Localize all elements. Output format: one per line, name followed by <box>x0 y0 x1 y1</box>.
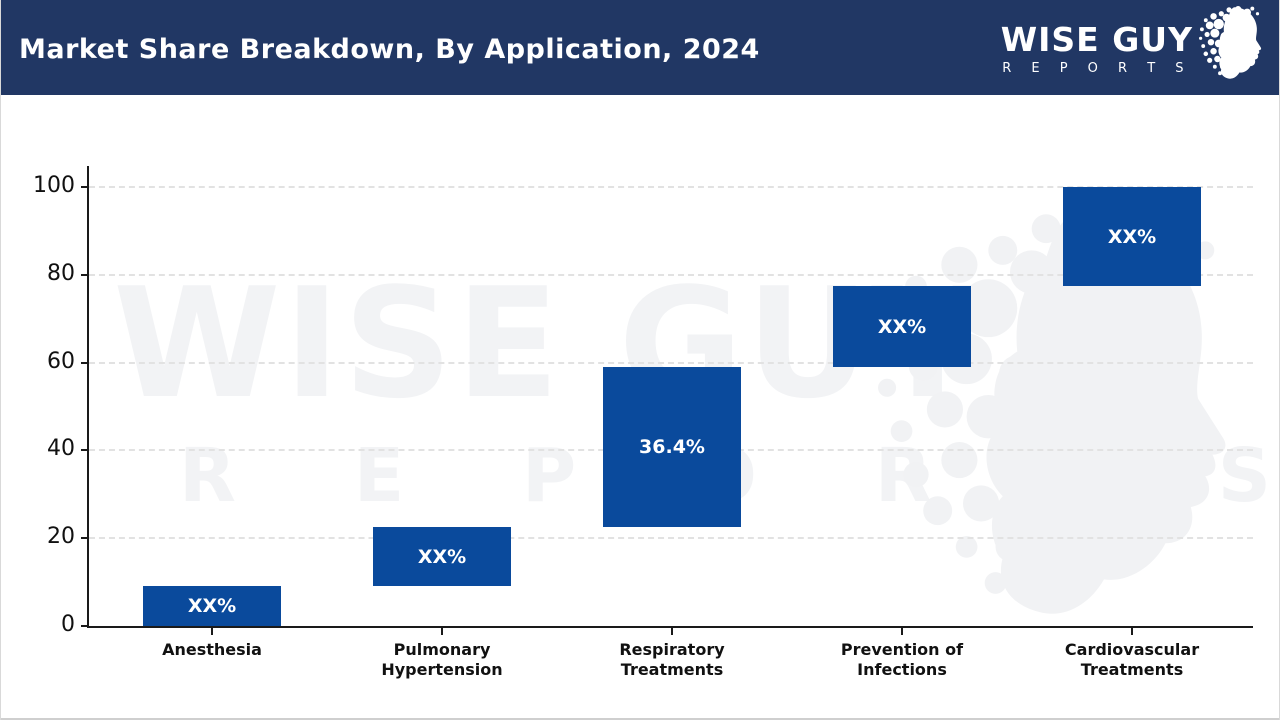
x-tick-label: Cardiovascular Treatments <box>1064 640 1200 679</box>
x-tick-mark <box>211 628 213 635</box>
bar-segment: 36.4% <box>603 366 741 527</box>
bar-value-label: XX% <box>877 315 927 338</box>
y-tick-label: 60 <box>47 348 75 374</box>
bar-value-label: XX% <box>187 595 237 618</box>
y-tick-mark <box>81 273 89 276</box>
x-tick-label: Prevention of Infections <box>840 640 964 679</box>
y-tick-label: 100 <box>33 173 75 198</box>
y-tick-label: 0 <box>61 612 75 637</box>
bar-segment: XX% <box>373 526 511 587</box>
y-axis-line <box>87 166 89 628</box>
wiseguy-head-icon <box>1199 6 1262 79</box>
bar-segment: XX% <box>1063 187 1201 287</box>
bar-value-label: XX% <box>1107 225 1157 248</box>
bottom-border <box>1 718 1279 720</box>
bar-segment: XX% <box>143 586 281 626</box>
y-tick-mark <box>81 625 89 627</box>
page-title: Market Share Breakdown, By Application, … <box>19 34 760 65</box>
y-tick-mark <box>81 361 89 364</box>
y-tick-label: 80 <box>47 260 75 286</box>
bar-value-label: XX% <box>417 545 467 568</box>
x-tick-label: Anesthesia <box>162 640 262 659</box>
gridline <box>89 537 1253 540</box>
x-tick-mark <box>671 628 673 635</box>
y-tick-mark <box>81 449 89 452</box>
x-tick-mark <box>901 628 903 635</box>
gridline <box>89 361 1253 364</box>
brand-wordmark: WISE GUY <box>1000 20 1193 59</box>
y-tick-label: 40 <box>47 436 75 462</box>
gridline <box>89 273 1253 276</box>
brand-reports-text: R E P O R T S <box>1002 61 1192 76</box>
bar-value-label: 36.4% <box>639 435 705 458</box>
header-bar: Market Share Breakdown, By Application, … <box>1 0 1279 95</box>
brand-logo: WISE GUY R E P O R T S <box>1001 6 1267 90</box>
y-tick-mark <box>81 186 89 188</box>
y-tick-mark <box>81 537 89 540</box>
gridline <box>89 186 1253 188</box>
x-tick-mark <box>1131 628 1133 635</box>
x-tick-label: Pulmonary Hypertension <box>381 640 503 679</box>
x-axis-line <box>87 626 1253 628</box>
y-tick-label: 20 <box>47 524 75 550</box>
x-tick-mark <box>441 628 443 635</box>
brand-logo-text: WISE GUY R E P O R T S <box>1001 20 1193 76</box>
bar-segment: XX% <box>833 286 971 367</box>
x-tick-label: Respiratory Treatments <box>619 640 725 679</box>
